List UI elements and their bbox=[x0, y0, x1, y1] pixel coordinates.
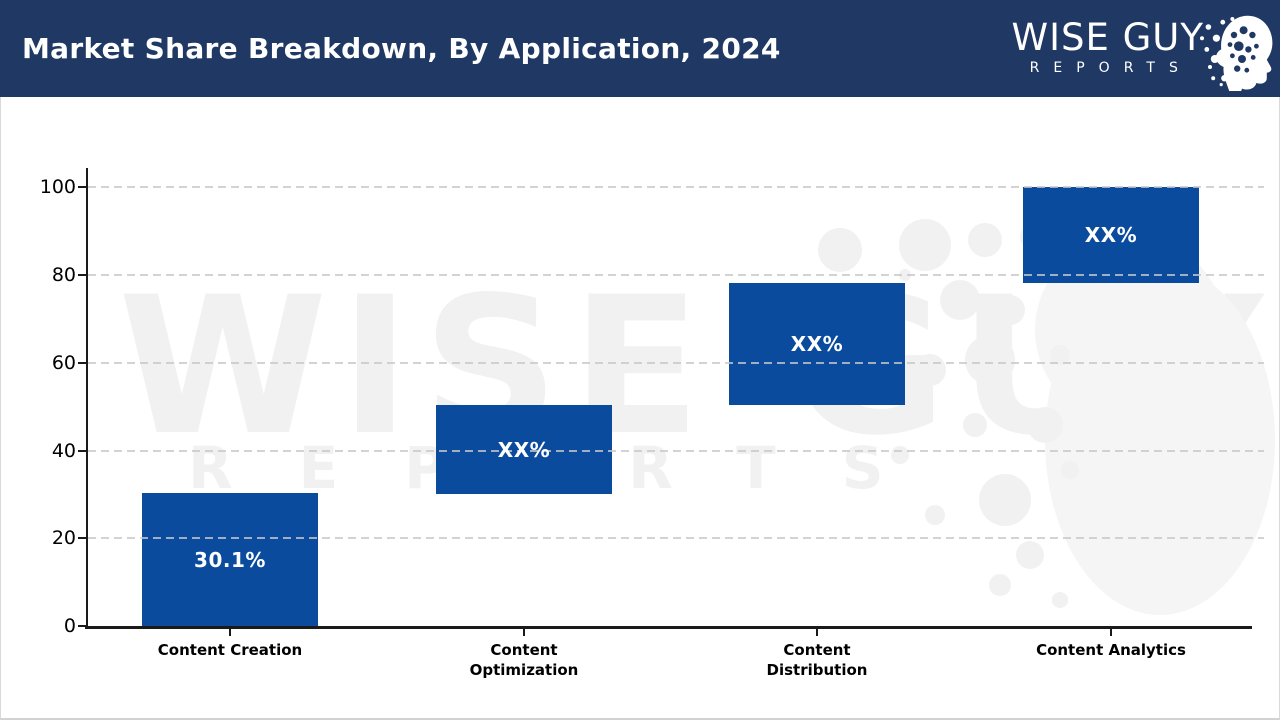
x-tick-mark bbox=[229, 629, 231, 636]
x-tick-mark bbox=[816, 629, 818, 636]
y-axis-tick-label: 100 bbox=[39, 176, 76, 198]
y-axis-tick-label: 0 bbox=[63, 615, 76, 637]
y-tick-mark bbox=[78, 362, 86, 364]
header: Market Share Breakdown, By Application, … bbox=[0, 0, 1280, 97]
y-tick-mark bbox=[78, 625, 86, 627]
y-tick-mark bbox=[78, 274, 86, 276]
y-axis-tick-label: 60 bbox=[51, 352, 76, 374]
gridline-60 bbox=[88, 362, 1264, 364]
bar-content-analytics: XX% bbox=[1023, 187, 1199, 283]
gridline-20 bbox=[88, 537, 1264, 539]
y-axis-tick-label: 40 bbox=[51, 440, 76, 462]
y-axis-tick-label: 20 bbox=[51, 527, 76, 549]
brand-logo: WISE GUY REPORTS bbox=[1004, 4, 1274, 94]
x-category-label: Content Creation bbox=[157, 641, 303, 659]
logo-wordmark: WISE GUY bbox=[1011, 16, 1204, 59]
page-title: Market Share Breakdown, By Application, … bbox=[22, 32, 781, 65]
bar-value-label: XX% bbox=[790, 332, 844, 356]
watermark-head-icon bbox=[811, 219, 1275, 615]
y-tick-mark bbox=[78, 186, 86, 188]
bar-content-distribution: XX% bbox=[729, 283, 905, 405]
bar-value-label: XX% bbox=[1084, 223, 1138, 247]
x-category-label: Content Analytics bbox=[1036, 641, 1186, 659]
x-axis-line bbox=[85, 626, 1252, 629]
gridline-40 bbox=[88, 450, 1264, 452]
y-axis-line bbox=[86, 168, 88, 628]
logo-text: WISE GUY REPORTS bbox=[1011, 16, 1204, 77]
bar-value-label: 30.1% bbox=[194, 547, 266, 572]
x-category-label: Content Distribution bbox=[766, 641, 868, 679]
head-silhouette-icon bbox=[1200, 15, 1273, 91]
logo-subtext: REPORTS bbox=[1029, 60, 1192, 76]
bar-content-creation: 30.1% bbox=[142, 493, 318, 626]
bar-value-label: XX% bbox=[497, 437, 551, 462]
x-tick-mark bbox=[1110, 629, 1112, 636]
gridline-100 bbox=[88, 186, 1264, 188]
y-tick-mark bbox=[78, 450, 86, 452]
y-tick-mark bbox=[78, 537, 86, 539]
x-category-label: Content Optimization bbox=[469, 641, 579, 679]
x-tick-mark bbox=[523, 629, 525, 636]
gridline-80 bbox=[88, 274, 1264, 276]
y-axis-tick-label: 80 bbox=[51, 264, 76, 286]
bar-content-optimization: XX% bbox=[436, 405, 612, 494]
